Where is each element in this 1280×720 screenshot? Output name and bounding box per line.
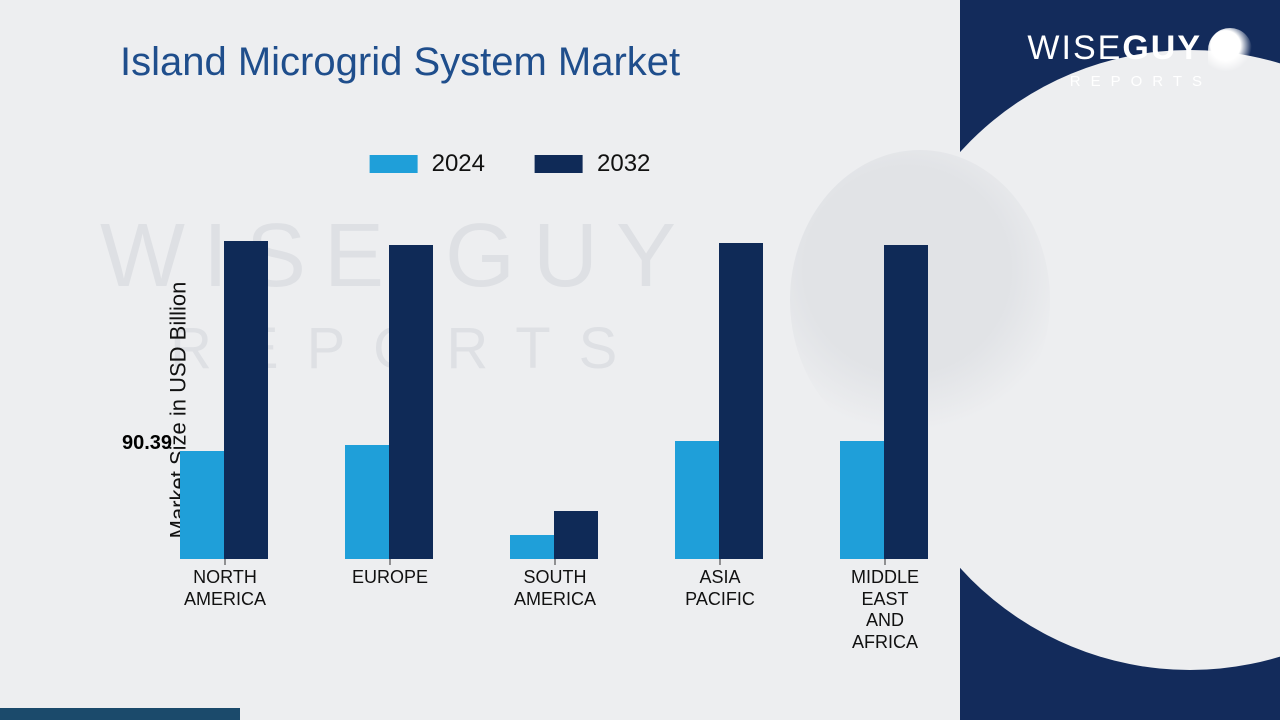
brand-word-2: GUY xyxy=(1122,29,1202,67)
brand-logo: WISEGUY REPORTS xyxy=(1027,28,1252,89)
plot-area: NORTHAMERICA90.39EUROPESOUTHAMERICAASIAP… xyxy=(140,200,960,560)
bar xyxy=(345,445,389,559)
bar xyxy=(510,535,554,559)
category-label: SOUTHAMERICA xyxy=(485,559,625,610)
bar xyxy=(675,441,719,559)
bar xyxy=(224,241,268,559)
category-label: MIDDLEEASTANDAFRICA xyxy=(815,559,955,653)
bar xyxy=(180,451,224,559)
brand-word-1: WISE xyxy=(1027,29,1122,67)
bar xyxy=(554,511,598,559)
category-label: NORTHAMERICA xyxy=(155,559,295,610)
legend-item-2024: 2024 xyxy=(370,150,485,178)
value-label: 90.39 xyxy=(122,432,172,455)
legend-label-2024: 2024 xyxy=(432,150,485,178)
chart-title: Island Microgrid System Market xyxy=(120,40,680,85)
legend-swatch-2024 xyxy=(370,155,418,173)
bar xyxy=(389,245,433,559)
legend-label-2032: 2032 xyxy=(597,150,650,178)
legend-swatch-2032 xyxy=(535,155,583,173)
bar xyxy=(884,245,928,559)
brand-head-icon xyxy=(1208,28,1252,72)
category-label: ASIAPACIFIC xyxy=(650,559,790,610)
legend-item-2032: 2032 xyxy=(535,150,650,178)
bar xyxy=(840,441,884,559)
category-label: EUROPE xyxy=(320,559,460,589)
chart: Market Size in USD Billion 2024 2032 NOR… xyxy=(60,150,960,670)
bar xyxy=(719,243,763,559)
stage: WISEGUY REPORTS WISE GUY REPORTS Island … xyxy=(0,0,1280,720)
bottom-accent xyxy=(0,708,240,720)
brand-subline: REPORTS xyxy=(1027,74,1212,89)
legend: 2024 2032 xyxy=(370,150,651,178)
